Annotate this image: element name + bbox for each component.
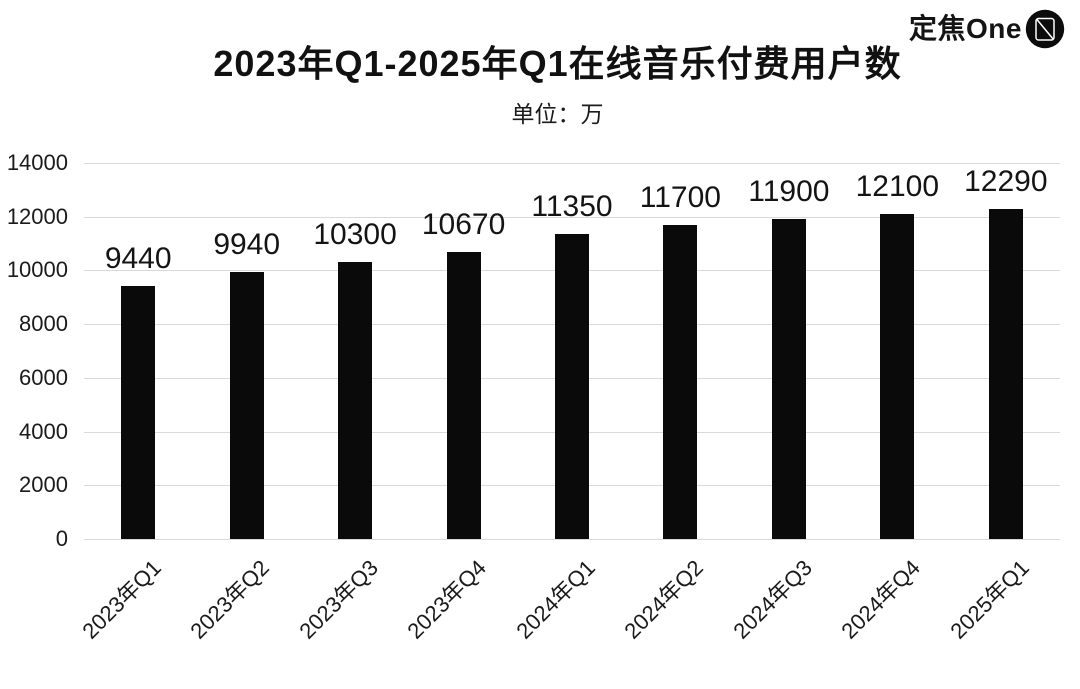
bar — [663, 224, 698, 539]
bar — [555, 234, 589, 539]
page-title: 2023年Q1-2025年Q1在线音乐付费用户数 — [213, 43, 902, 84]
x-axis-label: 2023年Q3 — [294, 555, 383, 644]
y-axis-label: 12000 — [6, 203, 68, 229]
bar — [338, 262, 373, 539]
x-axis-label: 2023年Q4 — [402, 555, 492, 644]
bar — [880, 214, 915, 539]
x-axis-label: 2023年Q1 — [77, 555, 166, 644]
y-axis-label: 0 — [55, 526, 68, 551]
bar-value-label: 9940 — [213, 228, 281, 261]
bar-value-label: 10670 — [421, 208, 506, 242]
bar-value-label: 11350 — [531, 190, 613, 224]
bar-value-label: 11900 — [748, 175, 830, 209]
y-axis-label: 2000 — [19, 472, 68, 498]
y-axis-label: 4000 — [19, 418, 68, 444]
bar-value-label: 11700 — [639, 180, 721, 214]
x-axis-label: 2025年Q1 — [944, 555, 1034, 644]
bar-value-label: 9440 — [104, 241, 172, 275]
focus-frame-icon — [1025, 9, 1065, 49]
x-axis-label: 2023年Q2 — [185, 555, 275, 644]
x-axis-label: 2024年Q2 — [619, 555, 709, 644]
bar-value-label: 10300 — [313, 218, 397, 252]
bar — [121, 285, 156, 539]
y-axis-label: 6000 — [19, 364, 68, 390]
gridline — [84, 216, 1060, 218]
y-axis-label: 10000 — [6, 257, 68, 283]
x-axis-label: 2024年Q1 — [511, 555, 600, 644]
bar-value-label: 12100 — [855, 170, 940, 203]
y-axis-label: 14000 — [6, 150, 68, 175]
chart-subtitle: 单位：万 — [511, 101, 604, 127]
bar — [771, 219, 806, 539]
y-axis-label: 8000 — [19, 311, 68, 337]
bar-value-label: 12290 — [964, 164, 1048, 198]
bar — [229, 272, 264, 539]
x-axis-label: 2024年Q4 — [836, 555, 925, 644]
bar — [446, 252, 481, 539]
gridline — [84, 539, 1060, 540]
bar — [988, 208, 1023, 539]
brand-name: 定焦One — [909, 13, 1022, 44]
x-axis-label: 2024年Q3 — [727, 555, 817, 644]
brand-logo: 定焦One — [909, 9, 1065, 49]
gridline — [84, 163, 1060, 164]
